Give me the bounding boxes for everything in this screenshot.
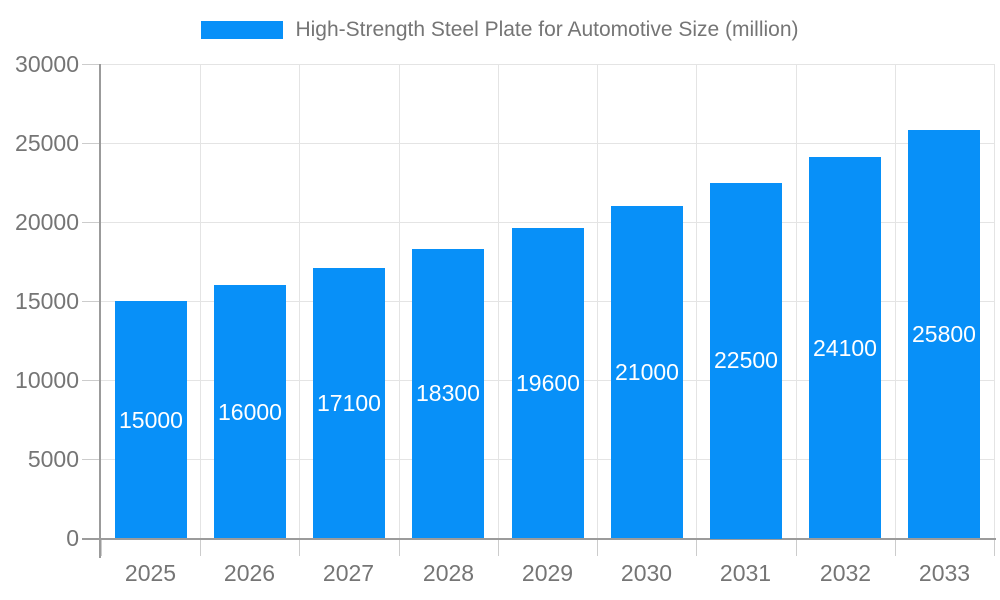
bar-value-label: 21000: [615, 359, 679, 385]
x-axis-label: 2027: [322, 560, 375, 586]
y-axis-label: 0: [66, 525, 79, 551]
y-tick: [82, 64, 100, 65]
bar-value-label: 16000: [218, 399, 282, 425]
bar-value-label: 15000: [119, 407, 183, 433]
x-tick: [101, 540, 102, 556]
x-tick: [200, 540, 201, 556]
legend-title: High-Strength Steel Plate for Automotive…: [295, 18, 799, 41]
x-axis-label: 2029: [521, 560, 574, 586]
bar-value-label: 17100: [317, 390, 381, 416]
x-tick: [796, 540, 797, 556]
x-tick: [597, 540, 598, 556]
gridline-v: [796, 64, 797, 538]
x-axis-label: 2032: [819, 560, 872, 586]
gridline-v: [597, 64, 598, 538]
x-tick: [299, 540, 300, 556]
y-tick: [82, 143, 100, 144]
x-axis-label: 2031: [719, 560, 772, 586]
bar-2033[interactable]: [908, 130, 980, 538]
gridline-v: [299, 64, 300, 538]
y-axis-label: 25000: [15, 130, 79, 156]
gridline-v: [498, 64, 499, 538]
bar-2031[interactable]: [710, 183, 782, 539]
y-axis-label: 15000: [15, 288, 79, 314]
gridline-v: [696, 64, 697, 538]
y-tick: [82, 459, 100, 460]
y-axis-label: 30000: [15, 51, 79, 77]
x-axis-label: 2026: [223, 560, 276, 586]
y-axis-label: 5000: [27, 446, 79, 472]
x-tick: [498, 540, 499, 556]
x-axis-label: 2025: [124, 560, 177, 586]
x-tick: [399, 540, 400, 556]
bar-2032[interactable]: [809, 157, 881, 538]
y-tick: [82, 222, 100, 223]
bar-value-label: 18300: [416, 380, 480, 406]
bar-value-label: 25800: [912, 321, 976, 347]
y-axis-label: 10000: [15, 367, 79, 393]
y-tick: [82, 301, 100, 302]
x-tick: [895, 540, 896, 556]
y-axis-label: 20000: [15, 209, 79, 235]
gridline-v: [200, 64, 201, 538]
bar-value-label: 24100: [813, 335, 877, 361]
chart-legend[interactable]: High-Strength Steel Plate for Automotive…: [0, 18, 1000, 42]
x-axis-label: 2030: [620, 560, 673, 586]
bar-value-label: 22500: [714, 347, 778, 373]
y-tick: [82, 380, 100, 381]
bar-2029[interactable]: [512, 228, 584, 538]
gridline-v: [994, 64, 995, 538]
bar-2026[interactable]: [214, 285, 286, 538]
x-axis-label: 2028: [422, 560, 475, 586]
x-tick: [994, 540, 995, 556]
bar-2028[interactable]: [412, 249, 484, 538]
x-tick: [696, 540, 697, 556]
gridline-h: [101, 143, 994, 144]
gridline-h: [101, 222, 994, 223]
x-axis-label: 2033: [918, 560, 971, 586]
bar-2025[interactable]: [115, 301, 187, 538]
bar-2027[interactable]: [313, 268, 385, 538]
gridline-v: [399, 64, 400, 538]
bar-value-label: 19600: [516, 370, 580, 396]
gridline-h: [101, 64, 994, 65]
legend-swatch: [201, 21, 284, 39]
gridline-v: [895, 64, 896, 538]
y-axis-line: [99, 64, 101, 558]
x-axis-line: [82, 538, 996, 540]
bar-2030[interactable]: [611, 206, 683, 538]
